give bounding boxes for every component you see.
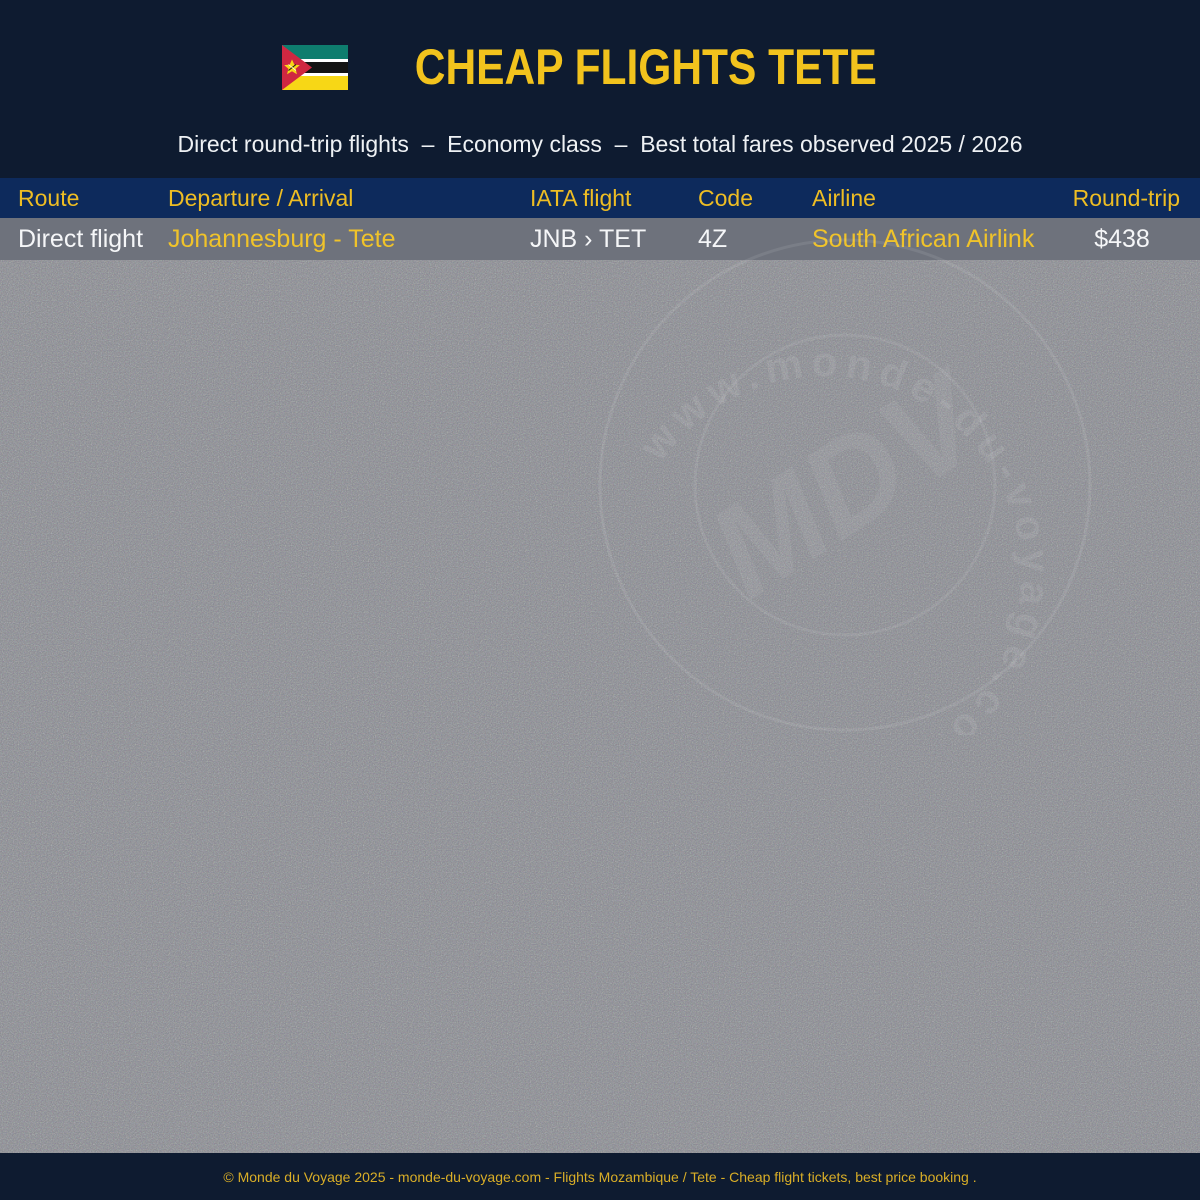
column-departure-arrival: Departure / Arrival (168, 184, 354, 211)
route-type-cell: Direct flight (18, 224, 144, 253)
subtitle: Direct round-trip flights – Economy clas… (177, 131, 1023, 157)
column-airline: Airline (812, 184, 876, 211)
table-row[interactable]: Direct flight Johannesburg - Tete JNB › … (0, 218, 1200, 260)
header: CHEAP FLIGHTS TETE Direct round-trip fli… (0, 0, 1200, 178)
footer: © Monde du Voyage 2025 - monde-du-voyage… (0, 1153, 1200, 1200)
table-header: Route Departure / Arrival IATA flight Co… (0, 178, 1200, 218)
column-round-trip: Round-trip (1072, 184, 1180, 211)
column-code: Code (698, 184, 753, 211)
footer-text: © Monde du Voyage 2025 - monde-du-voyage… (223, 1168, 977, 1185)
column-route: Route (18, 184, 80, 211)
content-area (0, 260, 1200, 1153)
brand: CHEAP FLIGHTS TETE (0, 39, 1200, 95)
route-link[interactable]: Johannesburg - Tete (168, 224, 396, 253)
iata-cell: JNB › TET (530, 224, 647, 253)
airline-link[interactable]: South African Airlink (812, 224, 1035, 253)
price-cell: $438 (1094, 224, 1150, 253)
mozambique-flag-icon (282, 44, 349, 90)
page-title: CHEAP FLIGHTS TETE (414, 39, 878, 95)
airline-code-cell: 4Z (698, 224, 728, 253)
column-iata-flight: IATA flight (530, 184, 632, 211)
